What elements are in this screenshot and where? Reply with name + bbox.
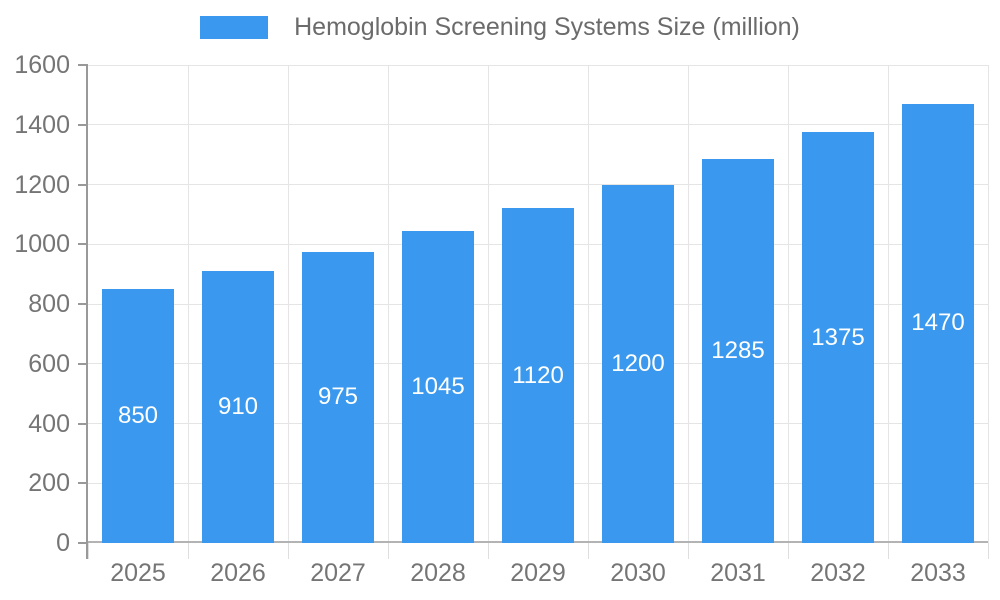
bar-value-label: 975 [317,383,359,411]
gridline-horizontal [88,184,988,185]
bar-2026[interactable]: 910 [202,271,274,543]
x-axis-tick [387,543,389,559]
y-tick-label: 600 [28,349,70,378]
gridline-vertical [887,65,889,543]
y-tick-label: 0 [56,529,70,557]
gridline-vertical [187,65,189,543]
x-axis-tick [887,543,889,559]
bar-value-label: 1285 [711,337,765,365]
gridline-vertical [687,65,689,543]
x-tick-label: 2029 [510,559,566,587]
x-tick-label: 2027 [310,559,366,587]
plot-area: 850 910 975 1045 1120 1200 1285 1375 1470 [78,64,989,559]
y-axis-tick [78,243,88,246]
y-axis-tick [78,422,88,425]
y-tick-label: 1400 [14,110,70,139]
x-axis-tick [187,543,189,559]
x-tick-label: 2033 [910,559,966,587]
bar-value-label: 910 [217,393,259,421]
bar-2029[interactable]: 1120 [502,208,574,543]
y-tick-label: 1200 [14,170,70,199]
x-tick-label: 2026 [210,559,266,587]
gridline-horizontal [88,124,988,126]
x-tick-label: 2032 [810,559,866,587]
y-tick-label: 400 [28,409,70,438]
bar-value-label: 1470 [911,309,965,337]
bar-value-label: 1375 [811,323,865,351]
gridline-horizontal [88,64,988,66]
bar-2032[interactable]: 1375 [802,132,874,543]
gridline-vertical [787,65,789,543]
legend: Hemoglobin Screening Systems Size (milli… [0,13,1000,42]
bar-2028[interactable]: 1045 [402,230,474,543]
bar-2031[interactable]: 1285 [702,159,774,543]
y-axis-tick [78,303,88,305]
bar-value-label: 850 [117,402,159,430]
x-axis-tick [87,543,89,559]
x-tick-label: 2031 [710,559,766,587]
x-axis-tick [487,543,489,559]
bar-value-label: 1120 [512,361,564,389]
y-axis-tick [78,183,88,186]
legend-label: Hemoglobin Screening Systems Size (milli… [294,13,800,41]
bar-2033[interactable]: 1470 [902,103,974,543]
y-axis-tick [78,362,88,365]
y-tick-label: 1600 [14,51,70,79]
legend-item[interactable]: Hemoglobin Screening Systems Size (milli… [200,13,800,42]
x-axis-tick [987,543,989,559]
y-axis-line [86,65,88,559]
y-axis-tick [78,542,88,544]
gridline-vertical [587,65,589,543]
x-axis-tick [787,543,789,559]
y-tick-label: 200 [28,469,70,498]
y-axis-tick [78,123,88,126]
x-tick-label: 2025 [110,559,166,587]
x-axis-tick [587,543,589,559]
x-tick-label: 2030 [610,559,666,587]
y-axis-tick [78,482,88,485]
gridline-vertical [487,65,489,543]
bar-value-label: 1045 [411,372,465,400]
bar-2030[interactable]: 1200 [602,184,674,543]
gridline-vertical [987,65,989,543]
gridline-vertical [287,65,289,543]
gridline-vertical [387,65,389,543]
x-axis-tick [287,543,289,559]
x-tick-label: 2028 [410,559,466,587]
bar-2025[interactable]: 850 [102,289,174,543]
bar-value-label: 1200 [611,349,665,377]
y-tick-label: 800 [28,290,70,318]
y-tick-label: 1000 [14,230,70,259]
x-axis-tick [687,543,689,559]
y-axis-tick [78,64,88,66]
legend-swatch [200,16,269,39]
bar-2027[interactable]: 975 [302,251,374,543]
